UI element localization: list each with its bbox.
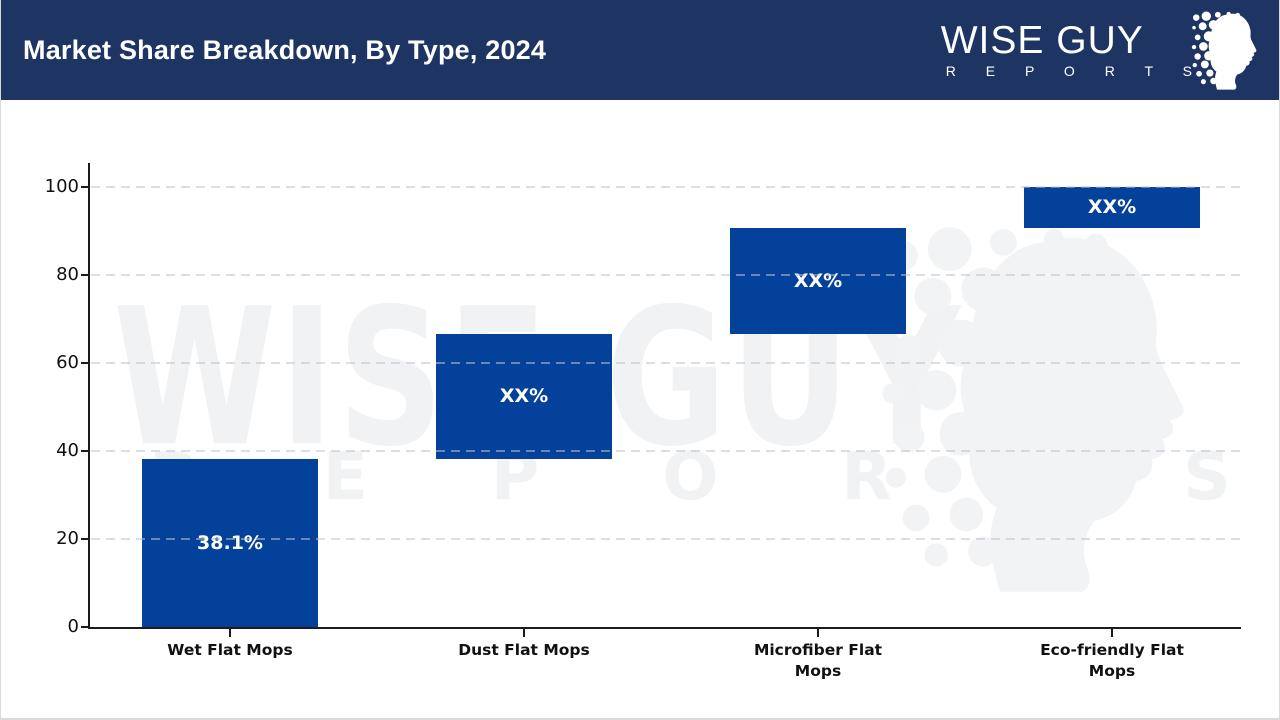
y-tick-label-100: 100 [44, 176, 79, 197]
logo-text: WISE GUY R E P O R T S [940, 19, 1205, 80]
dotted-head-profile-icon [1191, 11, 1257, 90]
bar-value-label-dust-flat-mops: XX% [499, 385, 549, 408]
bars-layer: 38.1% XX% XX% XX% [1, 100, 1280, 720]
y-tick-label-80: 80 [56, 264, 79, 285]
y-tick-mark-60 [81, 362, 89, 364]
y-axis-line [88, 163, 90, 629]
wise-guy-reports-logo: WISE GUY R E P O R T S [941, 10, 1261, 90]
axes-layer: 0 20 40 60 80 100 Wet Flat Mops Dust Flat Mops M… [1, 100, 1280, 720]
x-tick-mark-microfiber-flat-mops [817, 629, 819, 637]
x-category-label-eco-friendly-flat-mops: Eco-friendly Flat Mops [1040, 641, 1184, 680]
header-bar: Market Share Breakdown, By Type, 2024 WI… [1, 0, 1279, 100]
x-category-label-wet-flat-mops: Wet Flat Mops [167, 641, 293, 659]
x-tick-mark-eco-friendly-flat-mops [1111, 629, 1113, 637]
y-tick-mark-20 [81, 538, 89, 540]
y-tick-mark-80 [81, 274, 89, 276]
y-tick-mark-0 [81, 626, 89, 628]
bar-value-label-eco-friendly-flat-mops: XX% [1087, 196, 1137, 219]
bar-eco-friendly-flat-mops: XX% [1024, 187, 1200, 228]
x-category-label-dust-flat-mops: Dust Flat Mops [458, 641, 590, 659]
y-tick-label-40: 40 [56, 440, 79, 461]
y-tick-mark-100 [81, 186, 89, 188]
x-category-label-microfiber-flat-mops: Microfiber Flat Mops [753, 641, 883, 680]
y-tick-label-0: 0 [67, 616, 79, 637]
bar-microfiber-flat-mops: XX% [730, 227, 906, 334]
bar-wet-flat-mops: 38.1% [142, 459, 318, 627]
bar-dust-flat-mops: XX% [436, 333, 612, 460]
logo-subtitle: R E P O R T S [945, 63, 1205, 79]
y-tick-label-60: 60 [56, 352, 79, 373]
logo-wordmark: WISE GUY [940, 19, 1144, 62]
y-tick-mark-40 [81, 450, 89, 452]
y-tick-label-20: 20 [56, 528, 79, 549]
x-tick-mark-dust-flat-mops [523, 629, 525, 637]
x-tick-mark-wet-flat-mops [229, 629, 231, 637]
chart-title: Market Share Breakdown, By Type, 2024 [23, 34, 547, 65]
bar-value-label-wet-flat-mops: 38.1% [197, 532, 263, 555]
x-axis-line [88, 627, 1241, 629]
